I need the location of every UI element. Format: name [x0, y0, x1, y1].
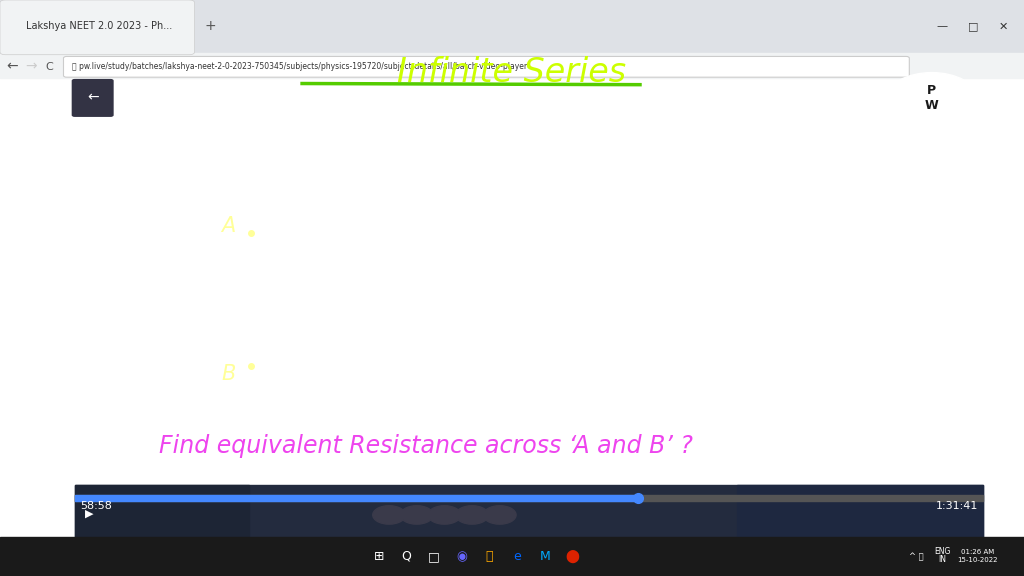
- Text: 1:31:41: 1:31:41: [936, 501, 978, 511]
- Text: $\infty$: $\infty$: [834, 286, 856, 313]
- FancyBboxPatch shape: [63, 56, 909, 77]
- FancyBboxPatch shape: [72, 79, 114, 117]
- Text: R: R: [450, 192, 462, 210]
- Circle shape: [456, 506, 488, 524]
- Text: ⬤: ⬤: [565, 550, 580, 563]
- Text: ◉: ◉: [457, 550, 467, 563]
- Bar: [0, 537, 1024, 576]
- FancyBboxPatch shape: [0, 0, 195, 55]
- Text: Find equivalent Resistance across ‘A and B’ ?: Find equivalent Resistance across ‘A and…: [159, 434, 692, 458]
- Text: M: M: [540, 550, 550, 563]
- Circle shape: [483, 506, 516, 524]
- Text: IN: IN: [938, 555, 946, 564]
- Text: □: □: [968, 21, 978, 32]
- Text: 58:58: 58:58: [80, 501, 112, 511]
- Text: 01:26 AM: 01:26 AM: [962, 549, 994, 555]
- Text: C: C: [45, 62, 53, 72]
- Text: ✕: ✕: [998, 21, 1009, 32]
- Text: R: R: [586, 290, 597, 309]
- Circle shape: [428, 506, 461, 524]
- Text: ^ 💬: ^ 💬: [909, 552, 924, 561]
- Text: ENG: ENG: [934, 547, 950, 556]
- Text: A: A: [221, 217, 236, 236]
- Text: ←: ←: [87, 91, 98, 105]
- Text: 🔒 pw.live/study/batches/lakshya-neet-2-0-2023-750345/subjects/physics-195720/sub: 🔒 pw.live/study/batches/lakshya-neet-2-0…: [72, 62, 526, 71]
- Bar: [0, 0, 1024, 53]
- Text: ⤢: ⤢: [964, 92, 972, 104]
- Bar: [75, 485, 983, 537]
- Text: ▶: ▶: [85, 509, 93, 519]
- Text: Lakshya NEET 2.0 2023 - Ph...: Lakshya NEET 2.0 2023 - Ph...: [26, 21, 172, 32]
- Text: →: →: [25, 60, 37, 74]
- Text: R: R: [316, 192, 329, 210]
- Text: □: □: [428, 550, 440, 563]
- Bar: [75, 495, 638, 501]
- Text: Q: Q: [401, 550, 412, 563]
- Bar: [75, 495, 983, 501]
- Text: P
W: P W: [925, 84, 939, 112]
- Text: B: B: [221, 365, 236, 384]
- Text: —: —: [937, 21, 947, 32]
- Circle shape: [373, 506, 406, 524]
- Circle shape: [887, 73, 977, 123]
- Text: ⊞: ⊞: [374, 550, 384, 563]
- Text: ⋮: ⋮: [981, 90, 995, 105]
- Bar: [75, 485, 249, 537]
- Bar: [0, 53, 1024, 78]
- Text: e: e: [513, 550, 521, 563]
- Circle shape: [400, 506, 433, 524]
- Text: R: R: [473, 290, 484, 309]
- Text: 15-10-2022: 15-10-2022: [957, 557, 998, 563]
- Text: ←: ←: [6, 60, 18, 74]
- Text: 📁: 📁: [485, 550, 494, 563]
- Text: R: R: [562, 192, 574, 210]
- Text: Infinite Series: Infinite Series: [397, 55, 627, 89]
- Text: R: R: [360, 290, 372, 309]
- Bar: [737, 485, 983, 537]
- Text: +: +: [204, 20, 216, 33]
